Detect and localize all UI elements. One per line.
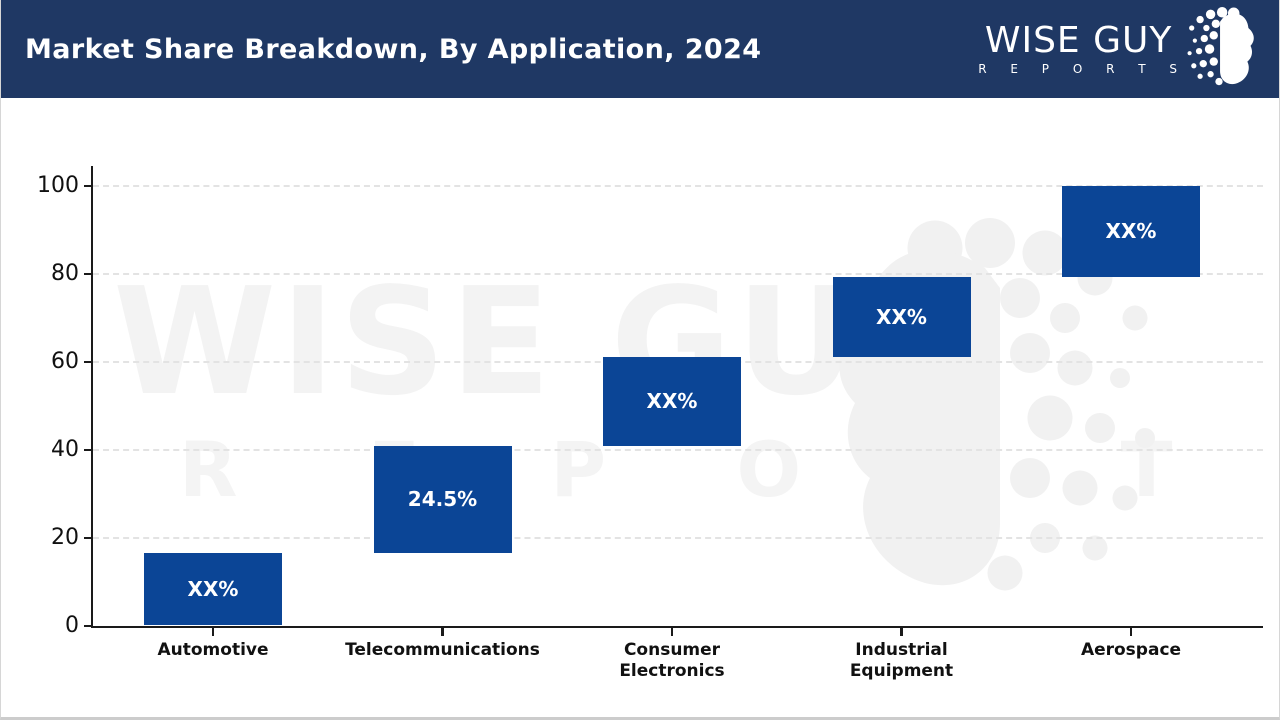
waterfall-bar: XX% [832, 277, 971, 357]
header-band: Market Share Breakdown, By Application, … [1, 0, 1279, 98]
y-axis-tick-mark [84, 360, 93, 363]
x-axis-category-label: Telecommunications [345, 640, 540, 660]
y-axis-tick-label: 0 [65, 612, 79, 638]
y-axis-tick-label: 60 [51, 348, 79, 374]
y-axis-tick-mark [84, 272, 93, 275]
x-axis-tick-mark [441, 627, 444, 636]
wiseguy-face-icon [1181, 7, 1257, 91]
bar-value-label: XX% [876, 304, 927, 329]
logo-subtitle: R E P O R T S [978, 61, 1187, 76]
y-axis-spine [91, 166, 94, 628]
y-axis-tick-mark [84, 184, 93, 187]
y-axis-tick-mark [84, 536, 93, 539]
y-axis-tick-label: 20 [51, 524, 79, 550]
gridline-100 [93, 184, 1263, 187]
y-axis-tick-mark [84, 624, 93, 627]
waterfall-bar: 24.5% [373, 445, 512, 554]
waterfall-bar: XX% [144, 553, 282, 626]
bar-value-label: XX% [1105, 219, 1157, 244]
bar-value-label: XX% [646, 389, 698, 414]
x-axis-tick-mark [900, 627, 903, 636]
gridline-20 [93, 536, 1263, 539]
x-axis-spine [91, 625, 1263, 628]
bar-value-label: XX% [187, 577, 239, 602]
gridline-80 [93, 272, 1263, 275]
x-axis-category-label: Automotive [157, 640, 269, 660]
x-axis-category-label: Industrial Equipment [849, 640, 954, 682]
y-axis-tick-mark [84, 448, 93, 451]
x-axis-tick-mark [670, 627, 674, 636]
x-axis-category-label: Consumer Electronics [619, 640, 725, 682]
chart-title: Market Share Breakdown, By Application, … [25, 33, 762, 65]
wiseguy-logo: WISE GUY R E P O R T S [970, 7, 1257, 91]
background-watermark-wordmark: WISE GUY [113, 256, 972, 428]
wiseguy-logo-text: WISE GUY R E P O R T S [970, 19, 1187, 76]
logo-wordmark: WISE GUY [984, 19, 1173, 61]
x-axis-tick-mark [1129, 627, 1133, 636]
gridline-40 [93, 448, 1263, 451]
waterfall-bar: XX% [1062, 185, 1200, 278]
waterfall-bar: XX% [603, 356, 741, 446]
x-axis-tick-mark [211, 627, 215, 636]
bar-value-label: 24.5% [407, 487, 478, 512]
x-axis-category-label: Aerospace [1080, 640, 1182, 660]
y-axis-tick-label: 80 [51, 260, 79, 286]
y-axis-tick-label: 40 [51, 436, 79, 462]
y-axis-tick-label: 100 [37, 172, 79, 198]
